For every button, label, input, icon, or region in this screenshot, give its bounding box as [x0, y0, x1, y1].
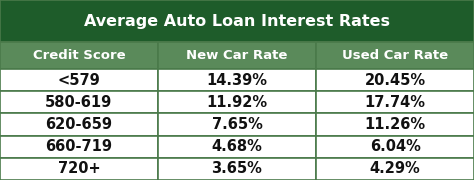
Text: 11.92%: 11.92% [207, 95, 267, 110]
Bar [0, 0, 474, 42]
Text: Credit Score: Credit Score [33, 49, 125, 62]
Text: 720+: 720+ [58, 161, 100, 176]
Text: 660-719: 660-719 [46, 139, 112, 154]
Text: 4.68%: 4.68% [211, 139, 263, 154]
Bar [316, 42, 474, 69]
Bar [158, 113, 316, 136]
Text: 20.45%: 20.45% [365, 73, 426, 87]
Text: <579: <579 [57, 73, 100, 87]
Bar [316, 136, 474, 158]
Text: 7.65%: 7.65% [211, 117, 263, 132]
Bar [158, 42, 316, 69]
Bar [158, 69, 316, 91]
Text: 620-659: 620-659 [46, 117, 112, 132]
Bar [158, 158, 316, 180]
Text: 11.26%: 11.26% [365, 117, 426, 132]
Text: 580-619: 580-619 [46, 95, 112, 110]
Bar [316, 69, 474, 91]
Bar [0, 136, 158, 158]
Text: 6.04%: 6.04% [370, 139, 420, 154]
Text: New Car Rate: New Car Rate [186, 49, 288, 62]
Bar [316, 113, 474, 136]
Text: 14.39%: 14.39% [207, 73, 267, 87]
Bar [0, 113, 158, 136]
Text: 17.74%: 17.74% [365, 95, 426, 110]
Text: 4.29%: 4.29% [370, 161, 420, 176]
Bar [158, 136, 316, 158]
Bar [158, 91, 316, 113]
Bar [316, 91, 474, 113]
Bar [0, 158, 158, 180]
Bar [316, 158, 474, 180]
Bar [0, 69, 158, 91]
Text: 3.65%: 3.65% [211, 161, 263, 176]
Bar [0, 91, 158, 113]
Text: Average Auto Loan Interest Rates: Average Auto Loan Interest Rates [84, 14, 390, 29]
Text: Used Car Rate: Used Car Rate [342, 49, 448, 62]
Bar [0, 42, 158, 69]
